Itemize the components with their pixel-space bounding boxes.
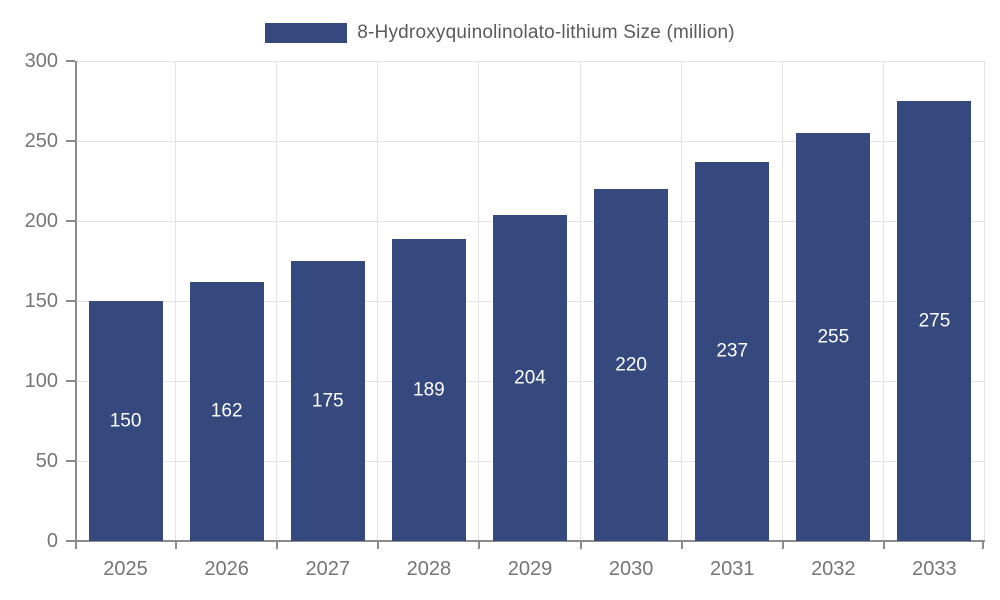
bar-value-label: 162 [210, 400, 243, 422]
bar-2029[interactable] [493, 214, 567, 541]
bar-2026[interactable] [189, 281, 264, 541]
y-axis-tick [66, 60, 75, 62]
bar-2031[interactable] [695, 161, 770, 541]
y-axis-tick [66, 540, 75, 542]
y-axis-tick [66, 220, 75, 222]
x-axis-category-label: 2026 [204, 558, 249, 580]
x-gridline [984, 61, 985, 541]
y-axis-tick [66, 300, 75, 302]
legend-label: 8-Hydroxyquinolinolato-lithium Size (mil… [357, 22, 735, 43]
x-axis-tick [882, 541, 885, 549]
x-gridline [276, 61, 278, 541]
bar-2027[interactable] [290, 261, 365, 541]
bar-value-label: 220 [615, 354, 647, 376]
bar-value-label: 150 [109, 410, 142, 432]
x-axis-tick [276, 541, 279, 549]
y-axis-tick-label: 0 [46, 530, 58, 552]
bar-value-label: 237 [716, 340, 749, 362]
bar-value-label: 175 [311, 390, 344, 412]
plot-area: 0 50 100 150 200 250 300 150 2025 162 2026 175 2027 1… [25, 50, 985, 580]
y-axis-tick-label: 300 [24, 50, 58, 72]
x-gridline [377, 61, 379, 541]
x-axis-category-label: 2027 [305, 558, 351, 580]
y-axis-tick [66, 140, 75, 142]
x-axis-category-label: 2031 [709, 558, 755, 580]
x-axis-tick [478, 541, 481, 549]
bar-2025[interactable] [88, 301, 163, 541]
x-axis-category-label: 2033 [912, 558, 957, 580]
y-axis-tick [66, 460, 75, 462]
y-gridline [75, 140, 985, 142]
x-axis-tick [680, 541, 683, 549]
x-gridline [882, 61, 884, 541]
x-gridline [579, 61, 581, 541]
x-axis-category-label: 2025 [103, 558, 148, 580]
x-gridline [175, 61, 177, 541]
x-axis-category-label: 2029 [507, 558, 553, 580]
x-gridline [478, 61, 480, 541]
x-axis-tick [579, 541, 582, 549]
x-axis-line [75, 540, 985, 542]
y-axis-tick [66, 380, 75, 382]
x-gridline [781, 61, 783, 541]
bar-value-label: 255 [817, 326, 850, 348]
x-axis-category-label: 2032 [811, 558, 856, 580]
bar-value-label: 275 [918, 310, 951, 332]
y-axis-tick-label: 100 [24, 370, 58, 392]
legend[interactable]: 8-Hydroxyquinolinolato-lithium Size (mil… [0, 22, 1000, 44]
x-axis-tick [982, 541, 984, 549]
bar-2032[interactable] [796, 133, 871, 541]
x-axis-tick [377, 541, 380, 549]
bar-2033[interactable] [897, 101, 972, 541]
x-axis-tick [175, 541, 178, 549]
x-gridline [680, 61, 682, 541]
x-axis-tick [781, 541, 784, 549]
legend-swatch [265, 23, 348, 43]
x-axis-category-label: 2030 [608, 558, 654, 580]
bar-value-label: 189 [413, 379, 445, 401]
y-axis-tick-label: 50 [35, 450, 58, 472]
y-gridline [75, 61, 985, 62]
y-axis-line [75, 61, 77, 541]
y-axis-tick-label: 150 [24, 290, 58, 312]
bar-2030[interactable] [594, 189, 669, 541]
x-axis-category-label: 2028 [406, 558, 452, 580]
bar-2028[interactable] [391, 238, 466, 541]
bar-value-label: 204 [514, 367, 546, 389]
y-axis-tick-label: 250 [24, 130, 58, 152]
y-axis-tick-label: 200 [24, 210, 58, 232]
x-axis-tick [75, 541, 77, 549]
